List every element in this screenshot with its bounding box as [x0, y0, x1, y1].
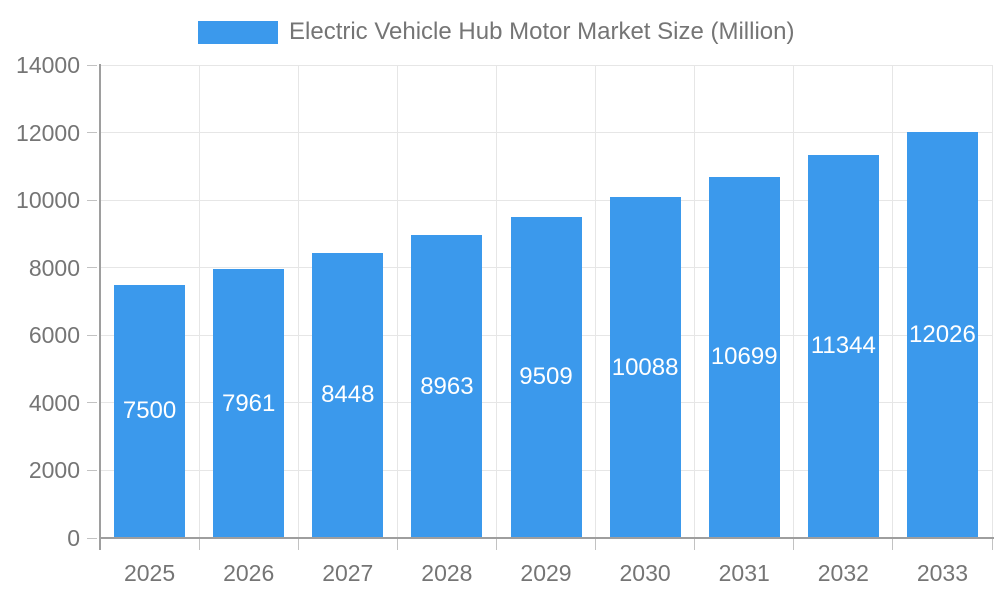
y-axis-tick — [87, 64, 97, 66]
y-axis-label: 10000 — [16, 187, 80, 214]
gridline-vertical — [396, 65, 398, 538]
bar-value-label: 7500 — [122, 397, 177, 425]
y-axis-tick — [87, 199, 97, 201]
x-axis-label: 2027 — [322, 560, 374, 586]
bar — [411, 235, 483, 538]
bar-value-label: 12026 — [909, 320, 976, 348]
gridline-vertical — [694, 65, 696, 538]
y-axis-label: 4000 — [28, 389, 80, 416]
plot-area: 0 2000 4000 6000 8000 10000 12000 14000 7500 2025… — [16, 52, 994, 586]
bar — [708, 176, 780, 538]
bar-value-label: 9509 — [519, 363, 573, 391]
x-axis-tick — [396, 538, 398, 550]
x-axis-label: 2028 — [421, 560, 473, 586]
gridline-vertical — [595, 65, 597, 538]
bar-value-label: 11344 — [810, 332, 876, 360]
y-axis-tick — [87, 469, 97, 471]
bar-value-label: 10699 — [710, 343, 778, 371]
gridline-horizontal — [100, 132, 992, 134]
y-axis-label: 6000 — [28, 322, 80, 349]
y-axis-tick — [87, 402, 97, 404]
legend-item[interactable]: Electric Vehicle Hub Motor Market Size (… — [198, 18, 795, 46]
bar — [510, 216, 582, 538]
y-axis-label: 2000 — [28, 457, 80, 484]
legend-swatch — [198, 20, 278, 44]
x-axis-tick — [694, 538, 696, 550]
x-axis-label: 2030 — [619, 560, 671, 586]
gridline-vertical — [793, 65, 795, 538]
x-axis-line — [99, 537, 994, 539]
bar-value-label: 7961 — [221, 389, 276, 417]
gridline-vertical — [198, 65, 200, 538]
x-axis-tick — [198, 538, 200, 550]
y-axis-tick — [87, 267, 97, 269]
x-axis-label: 2031 — [718, 560, 770, 586]
y-axis-label: 12000 — [16, 119, 80, 146]
x-axis-label: 2033 — [916, 560, 969, 586]
y-axis-line — [99, 64, 101, 550]
gridline-vertical — [991, 65, 993, 538]
bar — [906, 131, 978, 538]
bar-value-label: 10088 — [611, 353, 679, 381]
x-axis-tick — [892, 538, 894, 550]
y-axis-tick — [87, 334, 97, 336]
y-axis-label: 14000 — [16, 52, 80, 78]
gridline-horizontal — [100, 199, 992, 201]
x-axis-tick — [595, 538, 597, 550]
bar — [807, 154, 879, 538]
bar — [114, 284, 186, 538]
y-axis-tick — [87, 132, 97, 134]
y-axis-label: 0 — [67, 525, 80, 551]
x-axis-tick — [991, 538, 993, 550]
legend-label: Electric Vehicle Hub Motor Market Size (… — [289, 18, 795, 45]
y-axis-label: 8000 — [28, 254, 80, 281]
x-axis-label: 2026 — [223, 560, 275, 586]
y-axis-tick — [87, 537, 97, 539]
x-axis-tick — [495, 538, 497, 550]
bar-value-label: 8448 — [321, 381, 375, 409]
x-axis-tick — [793, 538, 795, 550]
x-axis-label: 2029 — [520, 560, 572, 586]
x-axis-label: 2032 — [817, 560, 869, 586]
bar-value-label: 8963 — [420, 372, 474, 400]
gridline-vertical — [297, 65, 299, 538]
bar — [609, 197, 681, 538]
x-axis-label: 2025 — [123, 560, 176, 586]
gridline-vertical — [495, 65, 497, 538]
x-axis-tick — [297, 538, 299, 550]
gridline-vertical — [892, 65, 894, 538]
bar — [213, 269, 285, 538]
gridline-horizontal — [100, 64, 992, 66]
bar — [312, 252, 384, 538]
